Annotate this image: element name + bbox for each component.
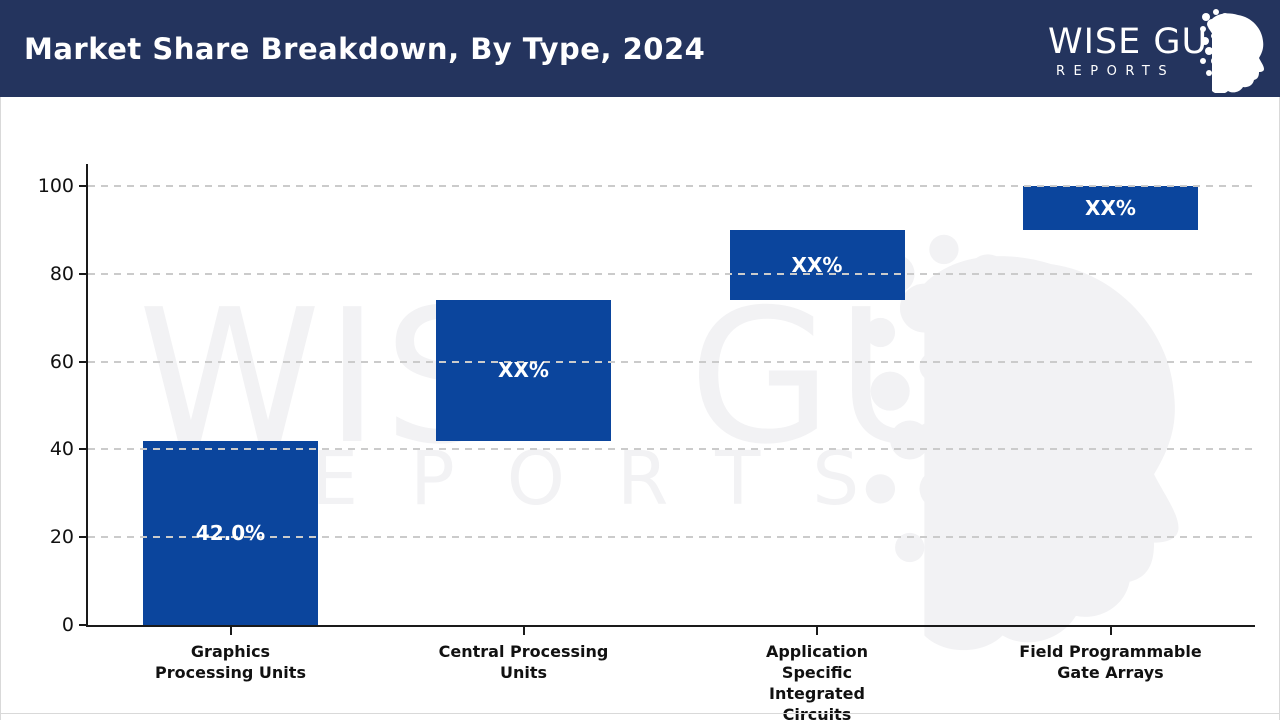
gridline	[88, 272, 1255, 275]
logo-wordmark: WISE GUY	[1048, 22, 1231, 62]
x-category-label: Field Programmable Gate Arrays	[951, 641, 1271, 683]
bar-value-label: XX%	[498, 358, 549, 383]
y-tick-label: 20	[49, 526, 74, 549]
y-tick-label: 60	[49, 350, 74, 373]
gridline	[88, 185, 1255, 187]
x-category-label-line: Integrated	[769, 684, 865, 703]
y-tick-label: 80	[49, 262, 74, 285]
x-category-label-line: Gate Arrays	[1057, 663, 1164, 682]
x-category-label-line: Units	[499, 663, 548, 682]
y-axis-spine	[86, 164, 88, 627]
y-tick-label: 40	[49, 438, 74, 461]
y-tick	[79, 185, 88, 187]
logo-subtext: REPORTS	[1056, 64, 1175, 79]
bar-segment	[143, 440, 318, 625]
x-category-label-line: Application	[765, 642, 869, 661]
left-edge-border	[0, 97, 1, 720]
x-tick	[522, 627, 525, 635]
x-category-label-line: Field Programmable	[1019, 642, 1202, 661]
y-tick	[79, 448, 88, 451]
x-tick	[816, 627, 818, 635]
header-banner: Market Share Breakdown, By Type, 2024 WI…	[0, 0, 1280, 97]
x-axis-spine	[86, 625, 1255, 627]
gridline	[88, 536, 1255, 539]
y-tick	[79, 624, 88, 626]
chart-area: WISE GUY REPORTS 42.0% XX% XX% XX% 0 20 40 60 80…	[0, 97, 1280, 724]
bar-value-label: 42.0%	[195, 520, 266, 545]
x-category-label: Graphics Processing Units	[71, 641, 391, 683]
bar-value-label: XX%	[791, 253, 843, 278]
x-tick	[229, 627, 232, 635]
logo-face-icon	[1200, 9, 1264, 93]
bar-segment	[1023, 186, 1198, 230]
wise-guy-reports-logo: WISE GUY REPORTS	[1048, 9, 1264, 93]
y-tick	[79, 536, 88, 539]
y-tick	[79, 272, 88, 275]
gridline	[88, 448, 1255, 451]
watermark-face-icon	[865, 234, 1179, 651]
x-category-label: Application Specific Integrated Circuits	[657, 641, 977, 725]
x-category-label-line: Specific	[781, 663, 853, 682]
bar-segment	[436, 300, 611, 441]
y-tick-label: 100	[37, 175, 74, 197]
chart-title: Market Share Breakdown, By Type, 2024	[24, 31, 706, 66]
bottom-divider	[0, 713, 1280, 714]
gridline	[88, 360, 1255, 363]
x-category-label-line: Circuits	[782, 705, 852, 724]
x-category-label: Central Processing Units	[364, 641, 684, 683]
y-tick-label: 0	[61, 614, 74, 636]
x-tick	[1109, 627, 1112, 635]
x-category-label-line: Processing Units	[155, 663, 306, 682]
y-tick	[79, 360, 88, 363]
bar-value-label: XX%	[1085, 195, 1136, 220]
bar-segment	[729, 229, 905, 301]
x-category-label-line: Central Processing	[438, 642, 609, 661]
x-category-label-line: Graphics	[190, 642, 271, 661]
